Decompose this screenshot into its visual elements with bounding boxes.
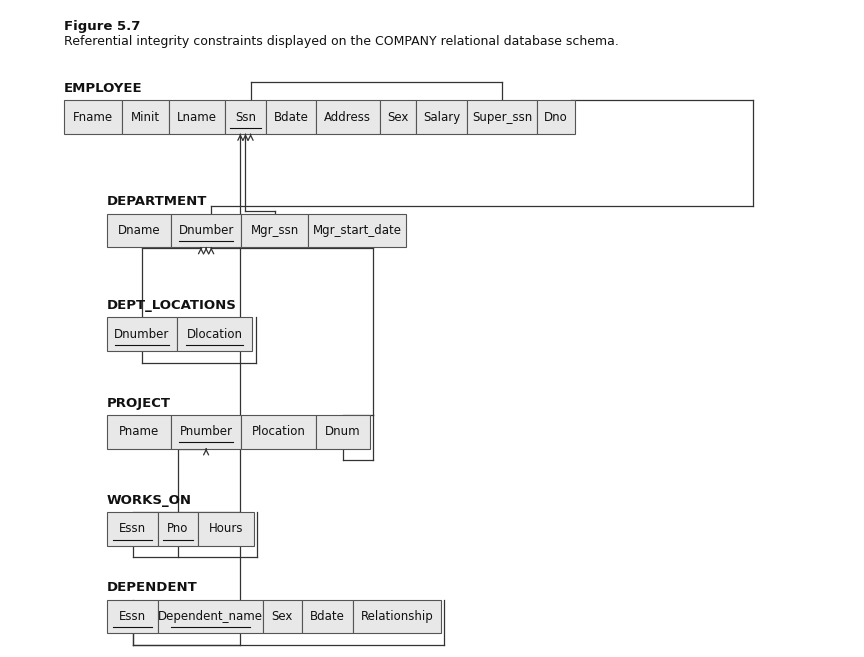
Text: Ssn: Ssn [235, 110, 256, 124]
Bar [416, 100, 467, 134]
Text: Pno: Pno [167, 522, 188, 535]
Bar [107, 512, 158, 546]
Text: Bdate: Bdate [310, 610, 345, 623]
Text: Pname: Pname [119, 425, 159, 438]
Bar [537, 100, 575, 134]
Text: Salary: Salary [422, 110, 460, 124]
Text: PROJECT: PROJECT [107, 397, 171, 409]
Text: Hours: Hours [208, 522, 243, 535]
Bar [107, 317, 177, 351]
Bar [266, 100, 315, 134]
Bar [467, 100, 537, 134]
Text: EMPLOYEE: EMPLOYEE [64, 82, 143, 95]
Text: Dependent_name: Dependent_name [158, 610, 263, 623]
Text: Pnumber: Pnumber [180, 425, 232, 438]
Text: Dname: Dname [118, 224, 160, 237]
Bar [158, 600, 263, 633]
Text: Essn: Essn [119, 610, 146, 623]
Text: DEPT_LOCATIONS: DEPT_LOCATIONS [107, 300, 237, 312]
Text: WORKS_ON: WORKS_ON [107, 494, 192, 507]
Text: Plocation: Plocation [252, 425, 306, 438]
Text: Minit: Minit [131, 110, 161, 124]
Bar [107, 214, 171, 248]
Text: Referential integrity constraints displayed on the COMPANY relational database s: Referential integrity constraints displa… [64, 35, 619, 49]
Text: Bdate: Bdate [273, 110, 308, 124]
Text: Essn: Essn [119, 522, 146, 535]
Bar [308, 214, 406, 248]
Text: Fname: Fname [73, 110, 113, 124]
Bar [316, 415, 370, 449]
Text: Figure 5.7: Figure 5.7 [64, 20, 141, 34]
Text: Dnum: Dnum [325, 425, 361, 438]
Bar [158, 512, 198, 546]
Text: Dno: Dno [544, 110, 568, 124]
Text: Mgr_ssn: Mgr_ssn [251, 224, 299, 237]
Bar [302, 600, 353, 633]
Bar [241, 214, 308, 248]
Text: Dnumber: Dnumber [179, 224, 234, 237]
Bar [169, 100, 225, 134]
Text: Sex: Sex [387, 110, 409, 124]
Bar [315, 100, 380, 134]
Bar [107, 415, 171, 449]
Bar [380, 100, 416, 134]
Bar [263, 600, 302, 633]
Text: Super_ssn: Super_ssn [472, 110, 532, 124]
Text: Sex: Sex [271, 610, 293, 623]
Bar [64, 100, 122, 134]
Bar [171, 214, 241, 248]
Text: Lname: Lname [177, 110, 217, 124]
Bar [225, 100, 266, 134]
Bar [107, 600, 158, 633]
Bar [353, 600, 441, 633]
Bar [122, 100, 169, 134]
Bar [171, 415, 241, 449]
Text: DEPENDENT: DEPENDENT [107, 581, 198, 595]
Bar [198, 512, 254, 546]
Text: Dlocation: Dlocation [187, 328, 243, 341]
Text: DEPARTMENT: DEPARTMENT [107, 196, 207, 208]
Text: Address: Address [324, 110, 372, 124]
Bar [177, 317, 252, 351]
Text: Relationship: Relationship [360, 610, 433, 623]
Bar [241, 415, 316, 449]
Text: Mgr_start_date: Mgr_start_date [313, 224, 402, 237]
Text: Dnumber: Dnumber [114, 328, 169, 341]
